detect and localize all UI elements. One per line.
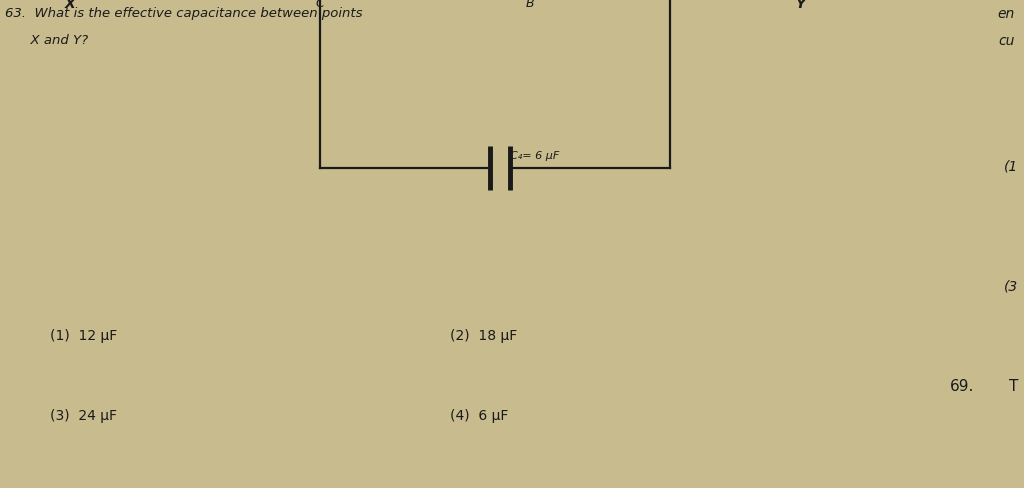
Text: X: X [65, 0, 76, 11]
Text: (3)  24 μF: (3) 24 μF [50, 408, 117, 422]
Text: en: en [997, 7, 1015, 21]
Text: cu: cu [998, 34, 1015, 48]
Text: C: C [315, 0, 325, 10]
Text: B: B [525, 0, 535, 10]
Text: (1)  12 μF: (1) 12 μF [50, 328, 118, 342]
Text: (3: (3 [1004, 279, 1018, 292]
Text: T: T [1009, 378, 1018, 393]
Text: Y: Y [795, 0, 805, 11]
Text: (2)  18 μF: (2) 18 μF [450, 328, 517, 342]
Text: (4)  6 μF: (4) 6 μF [450, 408, 508, 422]
Text: (1: (1 [1004, 159, 1018, 173]
Text: 69.: 69. [950, 378, 975, 393]
Text: 63.  What is the effective capacitance between points: 63. What is the effective capacitance be… [5, 7, 362, 20]
Text: C₄= 6 μF: C₄= 6 μF [510, 151, 560, 161]
Text: X and Y?: X and Y? [5, 34, 88, 47]
